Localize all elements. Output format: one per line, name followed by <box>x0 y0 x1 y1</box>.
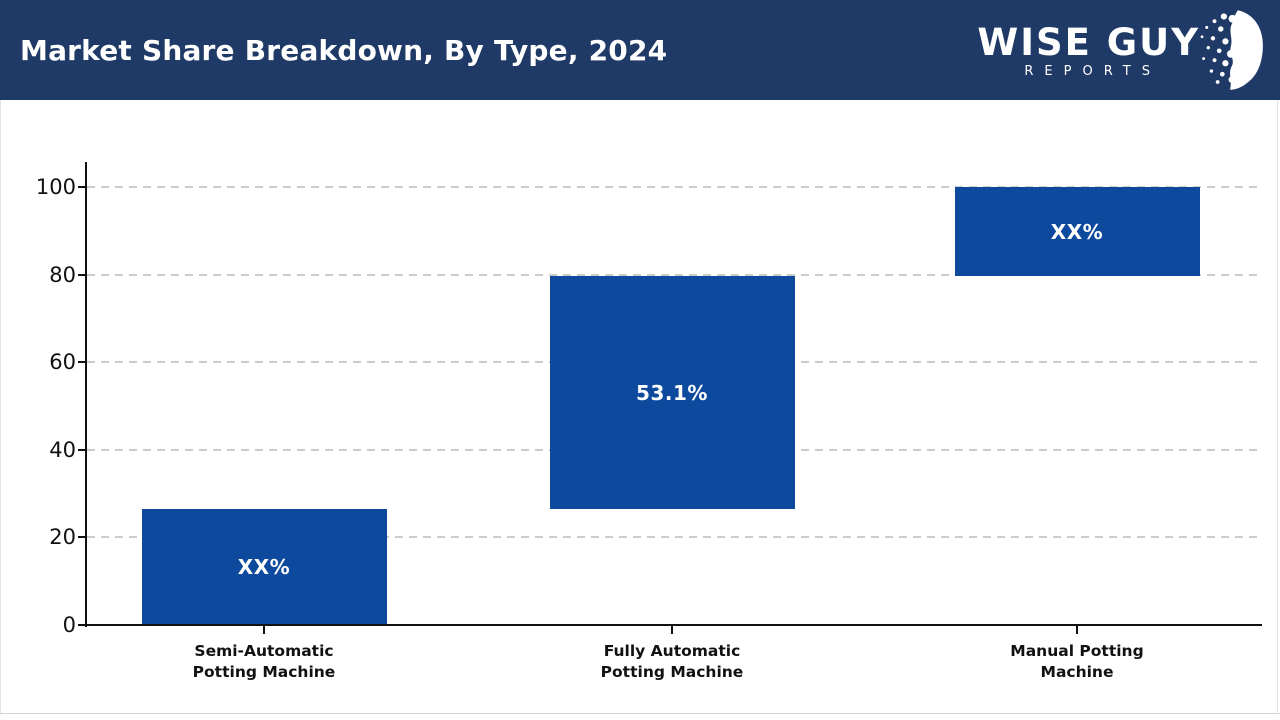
page-title: Market Share Breakdown, By Type, 2024 <box>20 33 668 67</box>
y-tick-label: 80 <box>49 262 76 287</box>
bar-value-label: XX% <box>1050 219 1104 244</box>
x-axis-line <box>85 624 1262 626</box>
x-tick-mark <box>671 626 673 634</box>
bar-value-label: 53.1% <box>636 380 708 405</box>
y-tick-mark <box>78 448 85 451</box>
brand-logo-text: WISE GUY REPORTS <box>977 24 1200 79</box>
y-tick-mark <box>78 624 85 626</box>
brand-logo: WISE GUY REPORTS <box>977 0 1266 100</box>
gridline <box>87 273 1262 276</box>
gridline <box>87 536 1262 539</box>
x-tick-mark <box>263 626 265 634</box>
x-category-label: Semi-Automatic Potting Machine <box>192 642 336 681</box>
y-tick-mark <box>78 273 85 276</box>
header-bar: Market Share Breakdown, By Type, 2024 WI… <box>0 0 1280 100</box>
bar: XX% <box>954 187 1200 277</box>
x-category-label: Manual Potting Machine <box>1010 642 1144 681</box>
y-tick-mark <box>78 361 85 364</box>
bar: XX% <box>141 508 387 625</box>
y-tick-label: 40 <box>49 437 76 462</box>
y-tick-mark <box>78 536 85 539</box>
y-tick-label: 60 <box>49 350 76 375</box>
brand-subname: REPORTS <box>1024 63 1161 79</box>
x-category-label: Fully Automatic Potting Machine <box>600 642 744 681</box>
y-axis-line <box>85 162 87 627</box>
gridline <box>87 186 1262 188</box>
bar: 53.1% <box>549 276 795 509</box>
y-tick-mark <box>78 186 85 188</box>
bottom-rule <box>0 713 1280 714</box>
x-tick-mark <box>1076 626 1078 634</box>
brand-name: WISE GUY <box>977 20 1200 64</box>
y-tick-label: 20 <box>49 525 76 550</box>
y-tick-label: 0 <box>62 613 76 637</box>
bar-value-label: XX% <box>237 554 291 579</box>
y-tick-label: 100 <box>35 175 76 199</box>
